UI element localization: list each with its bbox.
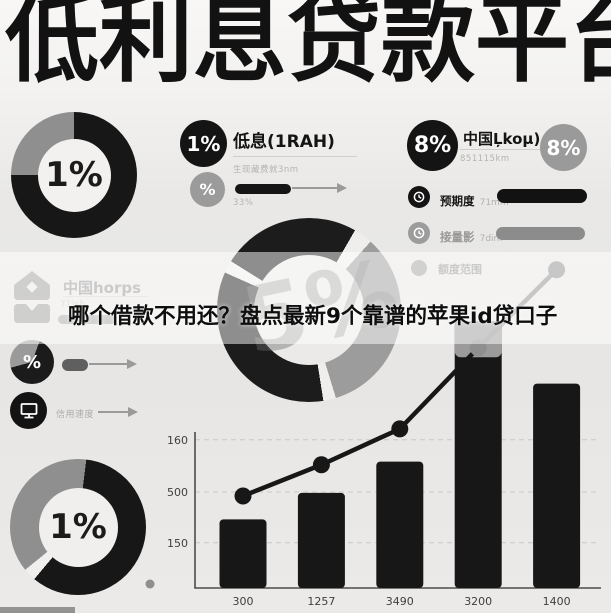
clock-icon xyxy=(413,191,425,203)
metric-row1-icon-wrap xyxy=(408,186,430,208)
svg-text:500: 500 xyxy=(167,486,188,499)
donut-chart-top-left: 1% xyxy=(11,112,137,238)
right-arrow-icon xyxy=(98,406,138,417)
heading-underline xyxy=(460,149,562,150)
percent-badge-gray: % xyxy=(190,172,225,207)
clock-icon xyxy=(413,227,425,239)
donut-value: 1% xyxy=(45,155,103,195)
svg-text:160: 160 xyxy=(167,434,188,447)
badge-value: % xyxy=(199,180,216,199)
svg-text:150: 150 xyxy=(167,537,188,550)
china-badge-gray: 8% xyxy=(540,124,587,171)
badge-value: 1% xyxy=(186,131,221,156)
combo-chart: 160 500 150 300 1257 3490 3200 1400 xyxy=(145,261,601,608)
right-arrow-icon xyxy=(89,358,137,369)
china-badge-dark: 8% xyxy=(407,120,458,171)
donut-hole: 1% xyxy=(38,487,118,567)
china-heading: 中国Ļkoµ) xyxy=(463,130,541,148)
metric-label: 接量影 xyxy=(440,230,475,244)
metric-row1-text: 预期度 71mm xyxy=(440,190,509,209)
badge-value: 8% xyxy=(413,133,452,158)
monitor-icon xyxy=(20,402,37,418)
svg-text:3490: 3490 xyxy=(386,595,414,608)
article-headline: 哪个借款不用还？盘点最新9个靠谱的苹果id贷口子 xyxy=(68,304,558,329)
metric-label: 预期度 xyxy=(440,194,475,208)
svg-text:1257: 1257 xyxy=(307,595,335,608)
donut-chart-bottom-left: 1% xyxy=(10,459,146,595)
badge-value: % xyxy=(22,351,42,373)
bottom-left-artifact xyxy=(0,607,75,613)
metric-row1-bar xyxy=(497,189,587,203)
donut-hole: 1% xyxy=(37,138,111,212)
headline-band xyxy=(0,252,611,344)
heading-underline xyxy=(233,156,357,157)
speed-pill xyxy=(62,359,88,371)
china-subtext: 851115km xyxy=(460,154,510,164)
credit-row-icon-wrap xyxy=(10,392,47,429)
credit-row-label: 信用速度 xyxy=(56,410,95,420)
speed-percent-badge: % xyxy=(10,340,54,384)
svg-text:300: 300 xyxy=(233,595,254,608)
metric-row2-icon-wrap xyxy=(408,222,430,244)
svg-text:1400: 1400 xyxy=(543,595,571,608)
pill-caption: 33% xyxy=(233,198,254,208)
low-interest-subtext: 生现藏费就3nm xyxy=(233,165,299,175)
metric-row2-bar xyxy=(496,227,585,240)
donut-value: 1% xyxy=(49,507,107,547)
metric-unit: 7dim xyxy=(479,234,503,244)
metric-row2-text: 接量影 7dim xyxy=(440,226,502,245)
low-interest-badge: 1% xyxy=(180,120,227,167)
right-arrow-icon xyxy=(292,182,347,193)
progress-pill-dark xyxy=(235,184,291,194)
metric-unit: 71mm xyxy=(479,198,509,208)
low-interest-heading: 低息(1RAH) xyxy=(233,132,335,152)
svg-text:3200: 3200 xyxy=(464,595,492,608)
badge-value: 8% xyxy=(546,135,581,160)
page-title: 低利息贷款平台 xyxy=(5,0,611,97)
